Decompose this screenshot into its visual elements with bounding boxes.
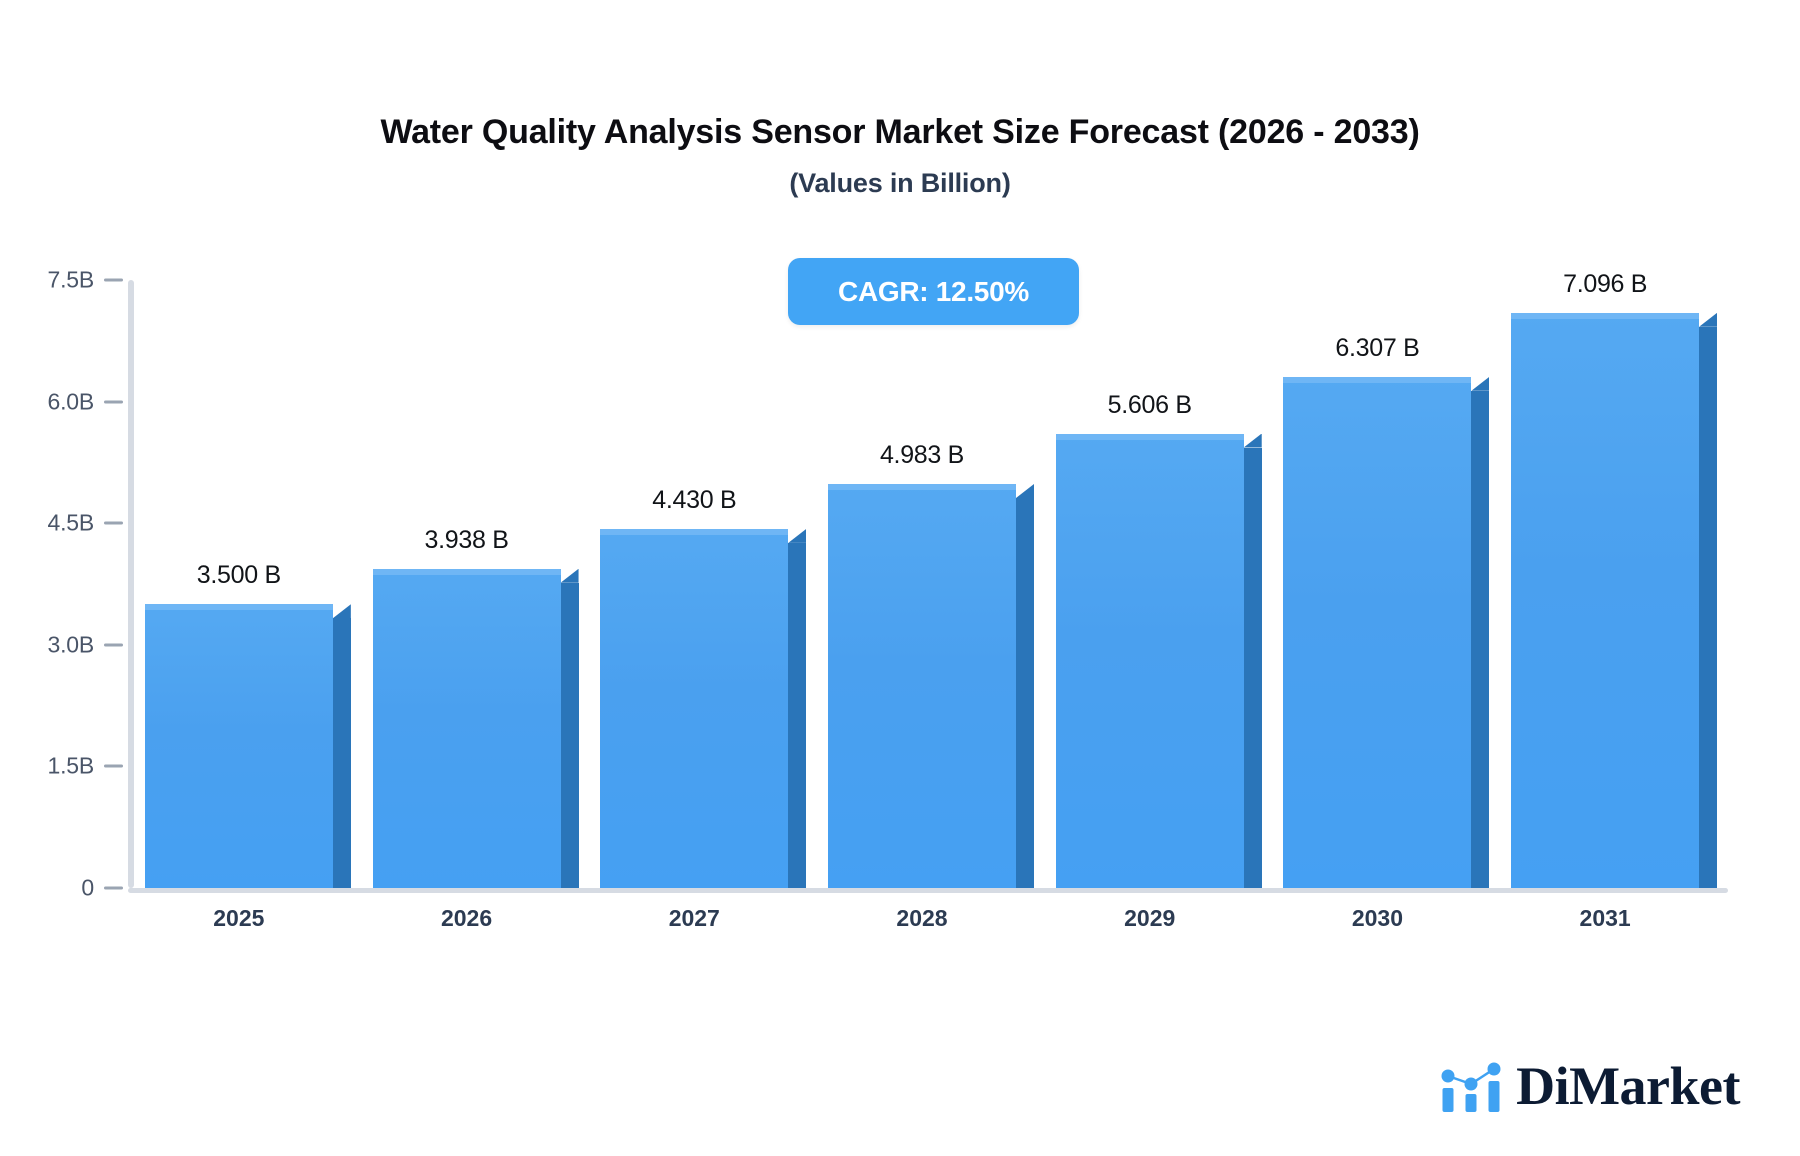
bar-side-face xyxy=(1016,498,1034,888)
bar-side-bevel xyxy=(1016,484,1034,499)
x-axis-tick-label: 2029 xyxy=(1124,905,1176,931)
y-axis-tick-mark xyxy=(104,643,123,647)
bar-side-face xyxy=(1243,447,1262,888)
bar-side-bevel xyxy=(788,528,807,543)
bar-front-face xyxy=(1283,376,1472,888)
bar-side-bevel xyxy=(1699,312,1718,327)
y-axis-spine xyxy=(128,280,134,888)
bar-value-label: 5.606 B xyxy=(1107,390,1192,419)
bar-side-face xyxy=(560,582,579,888)
title-block: Water Quality Analysis Sensor Market Siz… xyxy=(0,112,1800,199)
x-axis-tick-label: 2026 xyxy=(440,905,493,931)
y-axis-tick-mark xyxy=(104,521,123,525)
bar-side-bevel xyxy=(1471,376,1490,391)
bar-chart-logo-icon xyxy=(1441,1062,1501,1112)
y-axis-tick-mark xyxy=(104,400,123,404)
x-axis-spine xyxy=(128,888,1728,893)
bar-side-bevel xyxy=(1243,433,1262,448)
page-title: Water Quality Analysis Sensor Market Siz… xyxy=(380,113,1420,151)
y-axis-tick-mark xyxy=(104,764,123,768)
x-axis-tick-label: 2028 xyxy=(896,905,948,931)
bar-side-bevel xyxy=(332,604,351,619)
x-axis: 2025 2026 2027 2028 2029 2030 2031 xyxy=(134,905,1728,945)
bar-side-bevel xyxy=(560,568,579,583)
bar-value-label: 4.430 B xyxy=(652,485,737,514)
y-axis-tick-mark xyxy=(104,278,123,282)
bar: 4.430 B xyxy=(600,486,807,888)
x-axis-tick-label: 2027 xyxy=(668,905,720,931)
cagr-badge: CAGR: 12.50% xyxy=(788,258,1079,325)
y-axis-tick-label: 6.0B xyxy=(47,388,94,415)
bar-front-face xyxy=(600,528,789,888)
bar-top-face xyxy=(1055,433,1244,440)
y-axis-tick-label: 0 xyxy=(81,874,94,901)
bar-value-label: 4.983 B xyxy=(879,441,965,470)
bar-series: 3.500 B 3.938 B 4.430 B 4.983 B 5.606 B 6.307… xyxy=(134,270,1728,888)
bar-value-label: 6.307 B xyxy=(1335,333,1420,362)
bar-top-face xyxy=(372,568,561,575)
bar: 5.606 B xyxy=(1055,391,1262,888)
y-axis-tick-label: 7.5B xyxy=(47,266,94,293)
bar-top-face xyxy=(828,484,1016,491)
y-axis-tick-label: 1.5B xyxy=(47,752,94,779)
bar-side-face xyxy=(1699,326,1718,888)
y-axis-tick-label: 4.5B xyxy=(47,509,94,536)
bar: 3.500 B xyxy=(144,561,351,888)
bar-top-face xyxy=(144,604,333,611)
y-axis-tick-mark xyxy=(104,886,123,890)
bar-front-face xyxy=(144,604,333,888)
bar-front-face xyxy=(1055,433,1244,888)
bar-side-face xyxy=(788,542,807,888)
bar-side-face xyxy=(1471,390,1490,888)
x-axis-tick-label: 2031 xyxy=(1579,905,1631,931)
chart-subtitle: (Values in Billion) xyxy=(789,168,1011,199)
bar-front-face xyxy=(1511,312,1700,888)
brand-logo-text: DiMarket xyxy=(1516,1056,1740,1116)
bar-top-face xyxy=(600,528,789,535)
bar: 7.096 B xyxy=(1511,270,1718,888)
bar: 6.307 B xyxy=(1283,334,1490,888)
plot-area: 3.500 B 3.938 B 4.430 B 4.983 B 5.606 B 6.307… xyxy=(0,267,1800,931)
bar-value-label: 3.500 B xyxy=(196,561,281,590)
bar-top-face xyxy=(1511,312,1700,319)
bar-top-face xyxy=(1283,376,1472,383)
bar-value-label: 7.096 B xyxy=(1563,269,1648,298)
cagr-badge-label: CAGR: 12.50% xyxy=(838,275,1029,307)
bar: 3.938 B xyxy=(372,526,579,888)
x-axis-tick-label: 2030 xyxy=(1351,905,1403,931)
x-axis-tick-label: 2025 xyxy=(213,905,265,931)
bar-side-face xyxy=(332,618,351,888)
bar-front-face xyxy=(372,568,561,888)
y-axis-tick-label: 3.0B xyxy=(47,631,94,658)
bar: 4.983 B xyxy=(828,441,1034,888)
bar-front-face xyxy=(828,484,1016,888)
bar-value-label: 3.938 B xyxy=(424,525,509,554)
brand-logo: DiMarket xyxy=(1440,1058,1740,1114)
